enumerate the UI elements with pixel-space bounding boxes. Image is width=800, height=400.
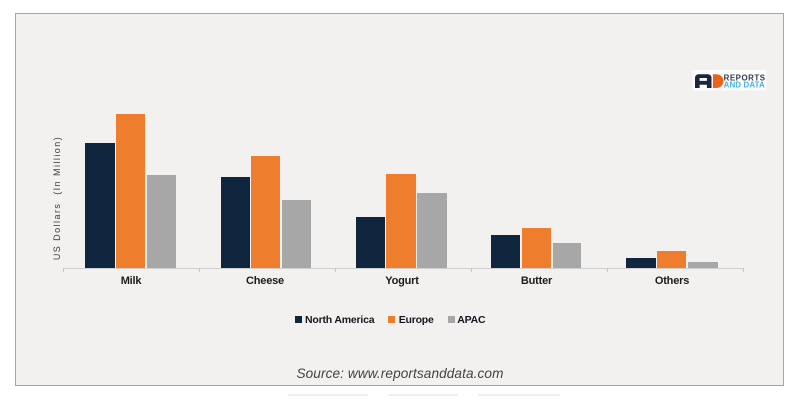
svg-text:REPORTS: REPORTS (724, 73, 766, 82)
svg-text:AND DATA: AND DATA (724, 81, 765, 90)
